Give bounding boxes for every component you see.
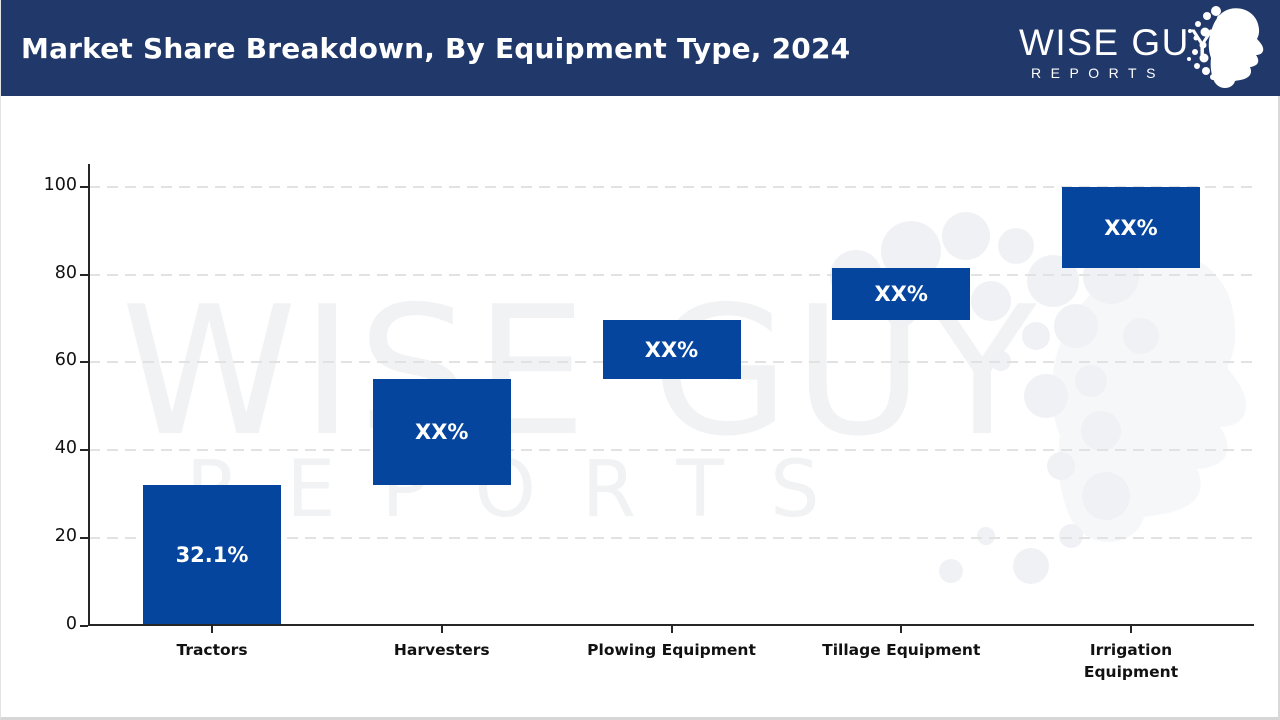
x-axis-tick	[1130, 626, 1132, 633]
wise-guy-reports-logo: WISE GUY REPORTS	[1019, 6, 1264, 88]
dotted-head-icon	[1187, 6, 1264, 88]
bar-segment-3: XX%	[602, 320, 741, 380]
x-axis-category-label: Tractors	[176, 640, 248, 659]
bar-segment-4: XX%	[832, 268, 971, 321]
gridline-y100	[89, 186, 1254, 188]
x-axis-line	[88, 624, 1254, 626]
page-title: Market Share Breakdown, By Equipment Typ…	[21, 31, 851, 65]
bar-value-label: 32.1%	[175, 543, 249, 568]
y-axis-tick-label: 40	[54, 438, 77, 459]
y-axis-tick	[80, 624, 88, 627]
x-axis-tick	[670, 626, 673, 633]
y-axis-line	[88, 164, 90, 626]
bar-segment-1: 32.1%	[143, 484, 281, 626]
x-axis-category-label: Tillage Equipment	[822, 640, 981, 659]
gridline-y40	[89, 449, 1254, 452]
gridline-y20	[89, 536, 1254, 539]
x-axis-tick	[440, 626, 443, 633]
bar-segment-5: XX%	[1062, 187, 1200, 269]
x-axis-tick	[211, 626, 213, 633]
logo-subtext: REPORTS	[1031, 65, 1165, 81]
watermark-subtext: REPORTS	[186, 445, 866, 535]
y-axis-tick	[80, 449, 88, 452]
x-axis-tick	[900, 626, 903, 633]
bar-value-label: XX%	[1104, 215, 1158, 240]
y-axis-tick	[80, 361, 88, 364]
header-banner: Market Share Breakdown, By Equipment Typ…	[1, 0, 1280, 96]
y-axis-tick-label: 80	[54, 262, 77, 283]
bar-segment-2: XX%	[372, 379, 511, 485]
y-axis-tick-label: 0	[65, 613, 77, 634]
y-axis-tick-label: 100	[43, 175, 77, 195]
gridline-y80	[89, 273, 1254, 276]
y-axis-tick	[80, 536, 88, 539]
logo-wordmark: WISE GUY	[1019, 22, 1216, 63]
y-axis-tick	[80, 273, 88, 276]
x-axis-category-label: Harvesters	[393, 640, 490, 659]
bar-value-label: XX%	[644, 337, 699, 362]
y-axis-tick-label: 20	[54, 525, 77, 546]
bar-value-label: XX%	[415, 419, 469, 444]
waterfall-chart: WISE GUY REPORTS 0 20 40 60 80 100 32.1% Tracto…	[1, 96, 1280, 720]
y-axis-tick	[80, 186, 88, 188]
bar-value-label: XX%	[874, 282, 928, 307]
x-axis-category-label: Irrigation Equipment	[1083, 640, 1179, 681]
x-axis-category-label: Plowing Equipment	[587, 640, 756, 659]
y-axis-tick-label: 60	[54, 350, 77, 371]
